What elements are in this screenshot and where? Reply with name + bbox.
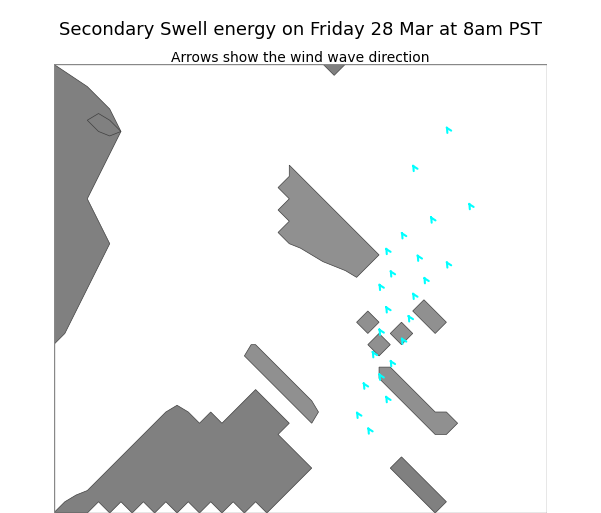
Bar [53,64,548,513]
Polygon shape [245,345,319,423]
Polygon shape [413,300,447,333]
Polygon shape [368,333,390,356]
Polygon shape [53,389,312,513]
Polygon shape [87,113,121,136]
Polygon shape [390,322,413,345]
Polygon shape [323,8,368,75]
Text: Secondary Swell energy on Friday 28 Mar at 8am PST: Secondary Swell energy on Friday 28 Mar … [59,21,542,38]
Polygon shape [390,457,447,513]
Polygon shape [356,311,379,333]
Text: Arrows show the wind wave direction: Arrows show the wind wave direction [171,51,430,65]
Polygon shape [379,367,457,435]
Polygon shape [278,165,379,278]
Polygon shape [0,64,121,379]
